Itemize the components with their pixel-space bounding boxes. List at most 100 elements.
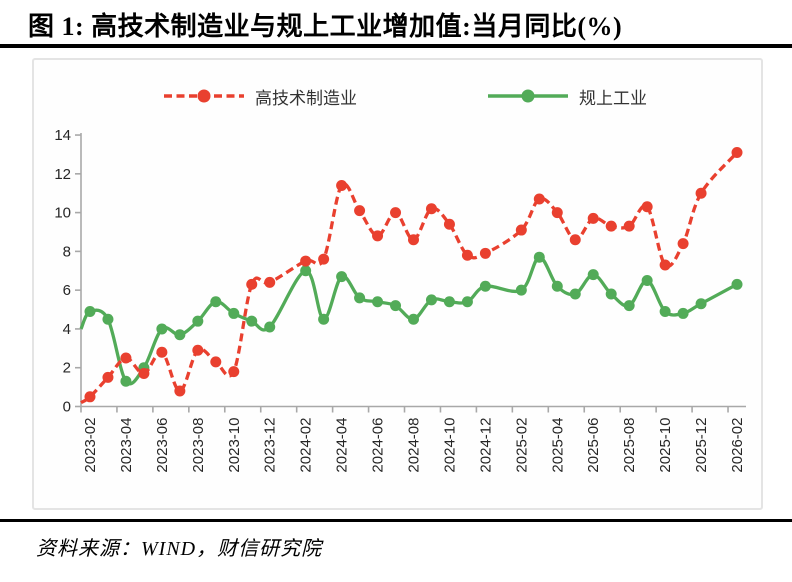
y-axis-tick-label: 12	[54, 166, 71, 183]
data-point-marker	[372, 230, 384, 242]
data-point-marker	[479, 247, 491, 259]
data-point-marker	[623, 300, 635, 312]
data-point-marker	[425, 203, 437, 215]
y-axis-tick-label: 10	[54, 205, 71, 222]
x-axis-tick-label: 2023-04	[118, 418, 135, 473]
legend-label-hightech: 高技术制造业	[255, 88, 357, 108]
data-point-marker	[587, 269, 599, 281]
data-point-marker	[677, 238, 689, 250]
data-point-marker	[461, 249, 473, 261]
data-point-marker	[659, 259, 671, 271]
data-point-marker	[318, 253, 330, 265]
data-point-marker	[246, 278, 258, 290]
x-axis-tick-label: 2023-06	[154, 418, 171, 473]
data-point-marker	[641, 201, 653, 213]
data-point-marker	[443, 218, 455, 230]
series-line-hightech	[80, 151, 739, 405]
data-point-marker	[515, 284, 527, 296]
data-point-marker	[443, 296, 455, 308]
data-point-marker	[210, 356, 222, 368]
data-point-marker	[156, 346, 168, 358]
data-point-marker	[120, 375, 132, 387]
data-point-marker	[695, 187, 707, 199]
x-axis-tick-label: 2024-08	[406, 418, 423, 473]
x-axis-tick-label: 2025-12	[693, 418, 710, 473]
data-point-marker	[569, 288, 581, 300]
x-axis-tick-label: 2025-10	[657, 418, 674, 473]
data-point-marker	[533, 251, 545, 263]
x-axis-tick-label: 2025-06	[585, 418, 602, 473]
x-axis-tick-label: 2024-02	[298, 418, 315, 473]
data-point-marker	[138, 368, 150, 380]
data-point-marker	[300, 255, 312, 267]
data-point-marker	[300, 265, 312, 277]
legend-item-hightech: 高技术制造业	[163, 86, 357, 108]
data-point-marker	[408, 313, 419, 325]
data-point-marker	[318, 313, 330, 325]
data-point-marker	[210, 296, 222, 308]
data-point-marker	[246, 315, 258, 327]
data-point-marker	[174, 329, 186, 341]
data-point-marker	[84, 305, 96, 317]
data-point-marker	[641, 274, 653, 286]
data-point-marker	[623, 220, 635, 232]
x-axis-tick-label: 2024-12	[477, 418, 494, 473]
data-point-marker	[84, 391, 96, 403]
x-axis-tick-label: 2023-10	[226, 418, 243, 473]
x-axis-tick-label: 2024-10	[441, 418, 458, 473]
data-point-marker	[264, 276, 276, 288]
data-point-marker	[533, 193, 545, 205]
legend-swatch-industry-solid-line-icon	[488, 89, 568, 103]
x-axis-tick-label: 2025-08	[621, 418, 638, 473]
x-axis-tick-label: 2023-12	[262, 418, 279, 473]
data-point-marker	[569, 234, 581, 246]
data-point-marker	[390, 300, 402, 312]
x-axis-tick-label: 2023-08	[190, 418, 207, 473]
x-axis-tick-label: 2024-04	[334, 418, 351, 473]
data-point-marker	[390, 207, 402, 219]
x-axis-tick-label: 2025-04	[549, 418, 566, 473]
chart-legend: 高技术制造业 规上工业	[0, 86, 792, 108]
y-axis-tick-label: 14	[54, 127, 71, 144]
bottom-rule	[0, 519, 792, 522]
y-axis-tick-label: 0	[63, 399, 71, 416]
y-axis-tick-label: 8	[63, 243, 71, 260]
data-point-marker	[372, 296, 384, 308]
figure-title: 图 1: 高技术制造业与规上工业增加值:当月同比(%)	[28, 12, 623, 41]
data-point-marker	[228, 307, 240, 319]
title-rule	[0, 44, 792, 48]
data-point-marker	[425, 294, 437, 306]
data-point-marker	[336, 179, 348, 191]
data-point-marker	[605, 220, 617, 232]
data-point-marker	[354, 292, 366, 304]
data-point-marker	[192, 315, 204, 327]
data-point-marker	[731, 278, 743, 290]
data-point-marker	[677, 307, 689, 319]
data-point-marker	[461, 296, 473, 308]
x-axis-tick-label: 2023-02	[82, 418, 99, 473]
x-axis-tick-label: 2026-02	[729, 418, 746, 473]
data-point-marker	[551, 207, 563, 219]
x-axis-tick-label: 2024-06	[370, 418, 387, 473]
data-point-marker	[228, 366, 240, 378]
legend-label-industry: 规上工业	[579, 88, 647, 108]
y-axis-tick-label: 2	[63, 360, 71, 377]
data-point-marker	[731, 146, 743, 158]
source-note: 资料来源：WIND，财信研究院	[36, 538, 323, 560]
y-axis-tick-label: 4	[63, 321, 71, 338]
data-point-marker	[174, 385, 186, 397]
data-point-marker	[120, 352, 132, 364]
data-point-marker	[695, 298, 707, 310]
data-point-marker	[102, 313, 114, 325]
data-point-marker	[102, 371, 114, 383]
data-point-marker	[156, 323, 168, 335]
legend-swatch-hightech-dashed-line-icon	[164, 89, 244, 103]
data-point-marker	[354, 205, 366, 217]
data-point-marker	[515, 224, 527, 236]
legend-item-industry: 规上工业	[487, 86, 647, 108]
data-point-marker	[659, 305, 671, 317]
data-point-marker	[408, 234, 419, 246]
data-point-marker	[551, 280, 563, 292]
